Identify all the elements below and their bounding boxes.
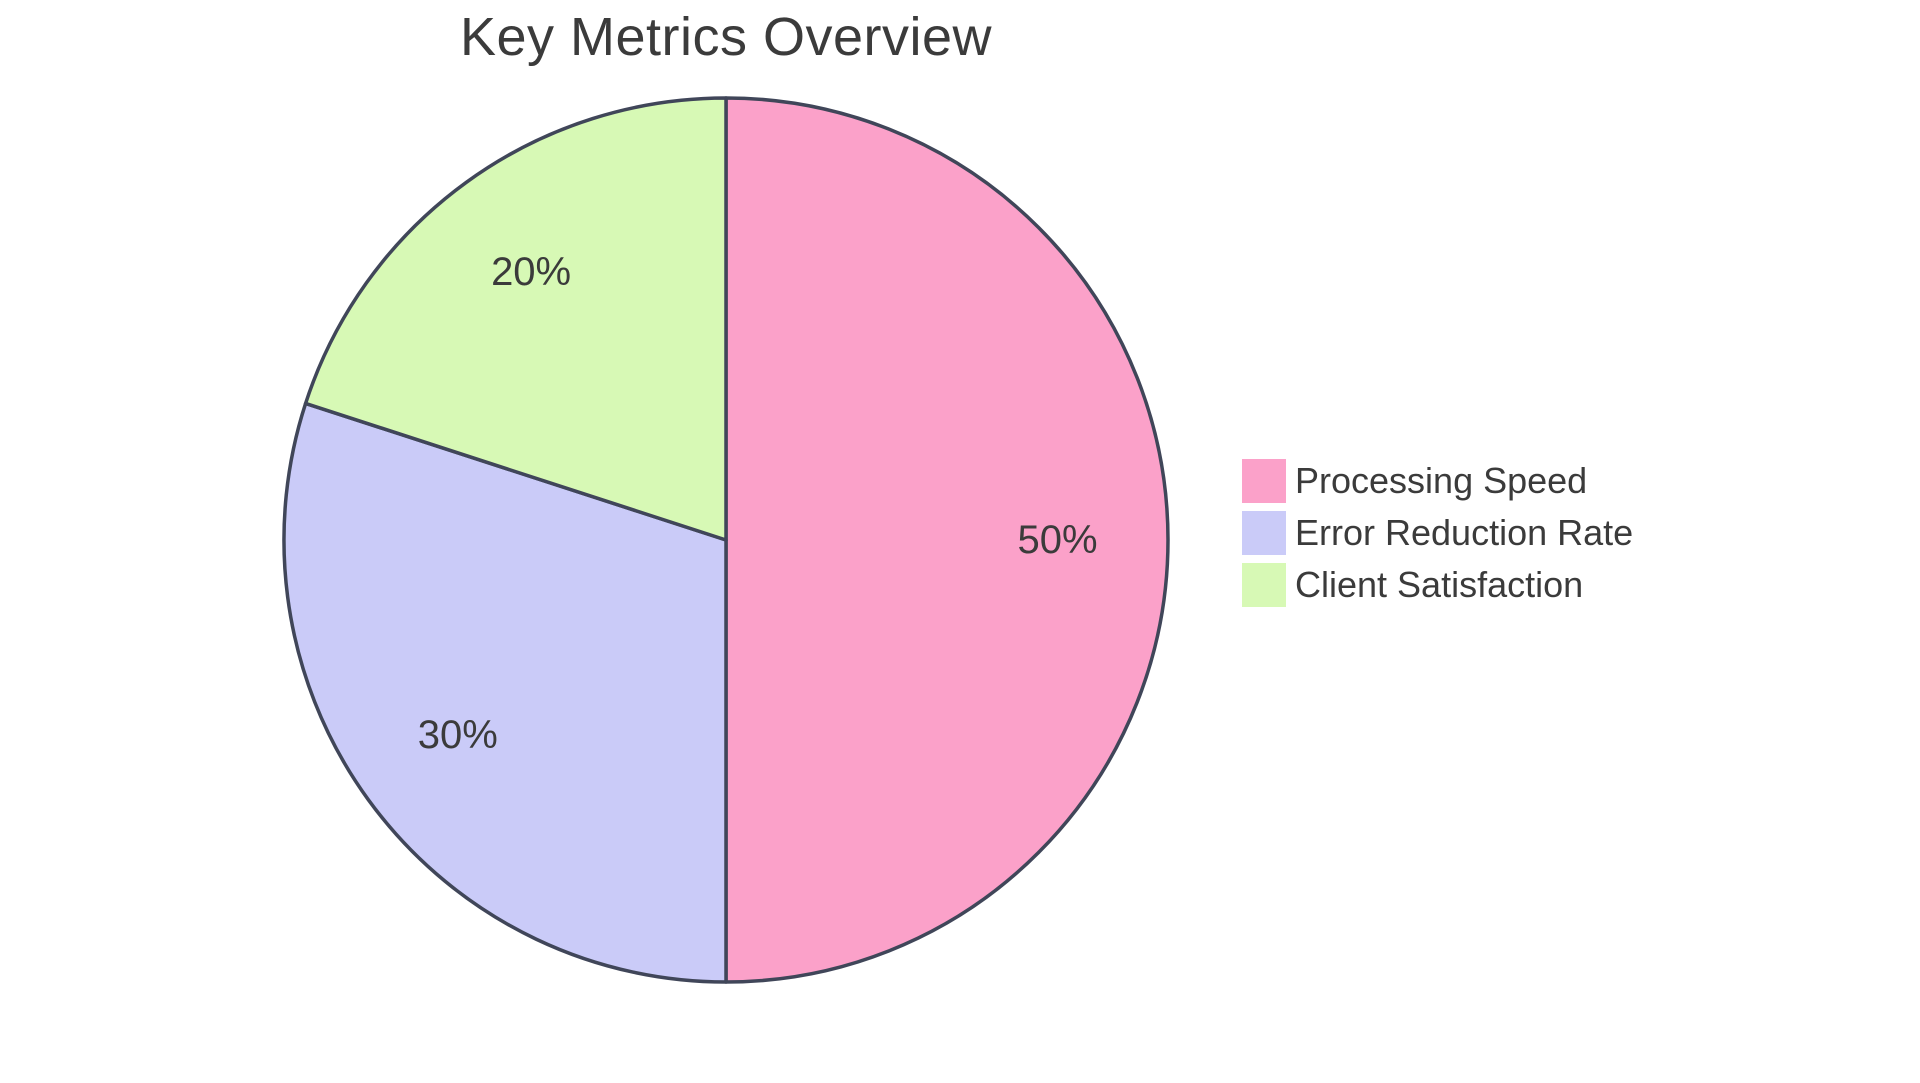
pie-slice-processing-speed[interactable] (724, 96, 1170, 984)
legend-item-error-reduction-rate[interactable]: Error Reduction Rate (1242, 511, 1633, 555)
legend-label: Processing Speed (1295, 460, 1588, 501)
legend-swatch-icon (1242, 459, 1286, 503)
legend-item-client-satisfaction[interactable]: Client Satisfaction (1242, 563, 1633, 607)
chart-title: Key Metrics Overview (459, 7, 993, 67)
pie-slice-pct-label-processing-speed: 50% (1017, 518, 1097, 562)
pie-slice-error-reduction-rate[interactable] (282, 401, 728, 984)
legend-swatch-icon (1242, 511, 1286, 555)
pie-slice-client-satisfaction[interactable] (303, 96, 728, 542)
legend-label: Error Reduction Rate (1295, 512, 1634, 553)
legend-item-processing-speed[interactable]: Processing Speed (1242, 459, 1633, 503)
legend: Processing Speed Error Reduction Rate Clie… (1242, 459, 1633, 607)
pie-slice-pct-label-client-satisfaction: 20% (491, 250, 571, 294)
pie-slice-pct-label-error-reduction-rate: 30% (418, 713, 498, 757)
legend-swatch-icon (1242, 563, 1286, 607)
legend-label: Client Satisfaction (1295, 564, 1584, 605)
